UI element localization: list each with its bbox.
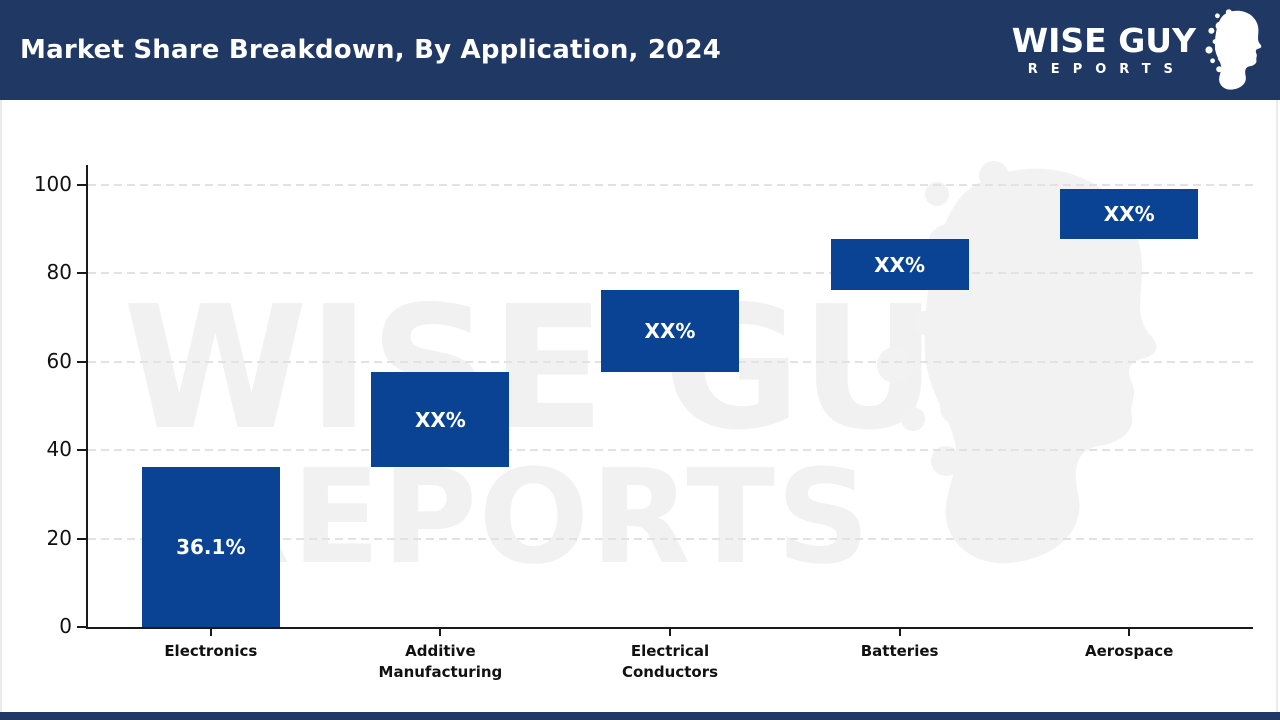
bar-value-label: XX% [414,407,466,432]
logo-text: WISE GUY REPORTS [1011,21,1196,78]
bar-batteries: XX% [830,239,969,291]
x-axis-category-label: Batteries [860,642,939,660]
watermark-brand-subtitle: REPORTS [190,441,870,593]
y-tick-label-80: 80 [46,260,72,285]
y-gridline-80 [88,272,1253,275]
y-tick-label-40: 40 [46,437,72,462]
bar-value-label: XX% [874,252,926,277]
y-tick-80 [77,272,86,275]
y-axis-line [86,165,88,629]
content-right-border [1276,100,1278,713]
dotted-face-profile-icon [1198,8,1268,92]
footer-strip [0,712,1280,720]
y-tick-label-100: 100 [33,172,72,196]
bar-value-label: 36.1% [176,535,246,560]
page-title: Market Share Breakdown, By Application, … [20,35,722,65]
x-tick-1 [439,629,442,636]
y-gridline-20 [88,537,1253,540]
x-axis-line [86,627,1253,629]
x-tick-3 [898,629,901,636]
header: Market Share Breakdown, By Application, … [0,0,1280,100]
x-axis-category-label: Aerospace [1085,642,1174,660]
y-tick-label-20: 20 [46,525,72,550]
y-tick-0 [77,626,86,628]
y-tick-100 [77,184,86,186]
y-tick-40 [77,449,86,452]
bar-value-label: XX% [1103,201,1155,226]
watermark-brand-name: WISE GUY [123,270,1060,468]
y-tick-label-0: 0 [59,614,72,638]
logo-brand-subtitle: REPORTS [1027,62,1186,77]
x-axis-category-label: Electronics [164,642,258,660]
wise-guy-reports-logo: WISE GUY REPORTS [1012,8,1268,92]
y-gridline-100 [88,184,1253,186]
y-tick-20 [77,537,86,540]
x-axis-category-label: Additive Manufacturing [378,642,503,681]
bar-aerospace: XX% [1060,188,1199,240]
bar-additive-manufacturing: XX% [371,372,510,468]
x-tick-4 [1128,629,1131,636]
bar-value-label: XX% [644,319,696,344]
content-left-border [0,100,2,713]
x-tick-0 [209,629,212,636]
bar-electrical-conductors: XX% [601,290,739,373]
logo-brand-name: WISE GUY [1011,21,1196,60]
y-gridline-40 [88,449,1253,452]
bar-electronics: 36.1% [141,467,280,627]
y-tick-label-60: 60 [46,348,72,373]
x-axis-category-label: Electrical Conductors [621,642,719,681]
y-tick-60 [77,360,86,363]
x-tick-2 [669,629,671,636]
